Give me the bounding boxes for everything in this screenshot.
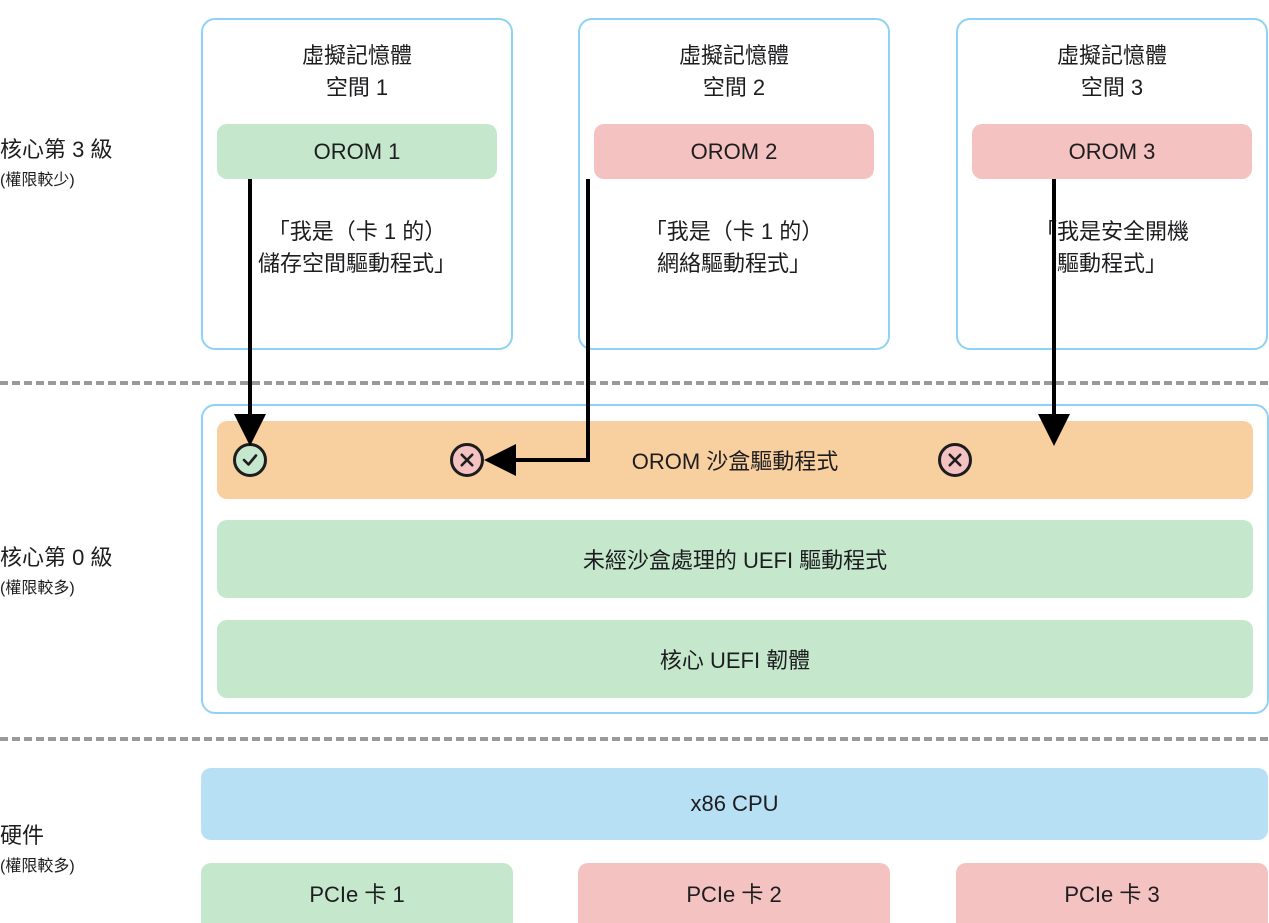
row-label-ring0: 核心第 0 級 (權限較多): [0, 540, 112, 598]
orom-box-2: OROM 2: [594, 124, 874, 179]
pcie-card-2: PCIe 卡 2: [578, 863, 890, 923]
orom-box-1: OROM 1: [217, 124, 497, 179]
divider-ring3-ring0: [0, 381, 1268, 385]
vm-panel-claim: 「我是安全開機驅動程式」: [946, 216, 1269, 280]
ring0-row-1: OROM 沙盒驅動程式: [217, 421, 1253, 499]
ring3-title: 核心第 3 級: [0, 132, 112, 164]
orom-box-3: OROM 3: [972, 124, 1252, 179]
ring0-row-3: 核心 UEFI 韌體: [217, 620, 1253, 698]
ring0-row-2: 未經沙盒處理的 UEFI 驅動程式: [217, 520, 1253, 598]
ring3-subtitle: (權限較少): [0, 166, 112, 190]
cpu-box: x86 CPU: [201, 768, 1268, 840]
pcie-card-1: PCIe 卡 1: [201, 863, 513, 923]
divider-ring0-hardware: [0, 737, 1268, 741]
vm-panel-claim: 「我是（卡 1 的）儲存空間驅動程式」: [191, 216, 523, 280]
cross-icon: [450, 443, 484, 477]
vm-panel-claim: 「我是（卡 1 的）網絡驅動程式」: [568, 216, 900, 280]
hardware-subtitle: (權限較多): [0, 852, 75, 876]
vm-panel-title: 虛擬記憶體空間 1: [201, 40, 513, 104]
cross-icon: [938, 443, 972, 477]
hardware-title: 硬件: [0, 818, 75, 850]
row-label-hardware: 硬件 (權限較多): [0, 818, 75, 876]
pcie-card-3: PCIe 卡 3: [956, 863, 1268, 923]
row-label-ring3: 核心第 3 級 (權限較少): [0, 132, 112, 190]
check-icon: [233, 443, 267, 477]
ring0-subtitle: (權限較多): [0, 574, 112, 598]
vm-panel-title: 虛擬記憶體空間 2: [578, 40, 890, 104]
ring0-title: 核心第 0 級: [0, 540, 112, 572]
vm-panel-title: 虛擬記憶體空間 3: [956, 40, 1268, 104]
